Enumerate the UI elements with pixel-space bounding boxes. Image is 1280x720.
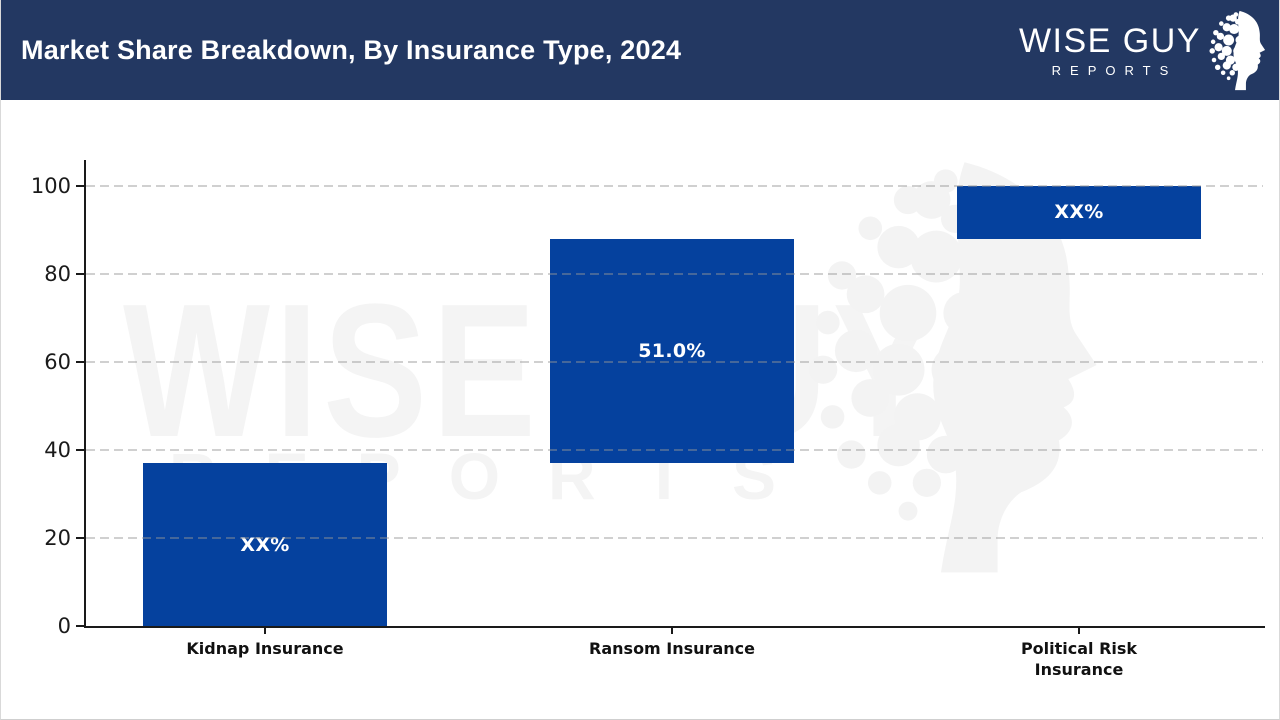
bar-political-risk-insurance: XX% bbox=[957, 186, 1201, 239]
bar-value-label: XX% bbox=[1054, 201, 1104, 224]
gridline bbox=[86, 537, 1263, 539]
bar-value-label: 51.0% bbox=[638, 339, 706, 362]
y-tick-label: 40 bbox=[44, 438, 71, 462]
gridline bbox=[86, 273, 1263, 275]
category-label-kidnap: Kidnap Insurance bbox=[186, 639, 344, 658]
logo-wordmark: WISE GUY bbox=[1018, 21, 1201, 60]
x-tick bbox=[671, 628, 673, 634]
y-axis-line bbox=[84, 160, 86, 628]
category-label-political-risk: Political Risk Insurance bbox=[1020, 639, 1138, 679]
bar-kidnap-insurance: XX% bbox=[143, 463, 387, 626]
bar-ransom-insurance: 51.0% bbox=[550, 238, 794, 464]
y-tick bbox=[76, 537, 84, 539]
logo-head-icon bbox=[1209, 10, 1266, 91]
x-axis-line bbox=[84, 626, 1265, 628]
y-tick bbox=[76, 361, 84, 363]
y-tick bbox=[76, 449, 84, 451]
y-tick bbox=[76, 273, 84, 275]
page-title: Market Share Breakdown, By Insurance Typ… bbox=[21, 34, 682, 65]
y-tick-label: 100 bbox=[30, 174, 71, 198]
y-tick bbox=[76, 185, 84, 187]
wise-guy-logo: WISE GUY REPORTS bbox=[1019, 9, 1267, 91]
logo-subtitle: REPORTS bbox=[1051, 62, 1178, 78]
gridline bbox=[86, 185, 1263, 187]
x-tick bbox=[1078, 628, 1080, 634]
y-tick-label: 60 bbox=[44, 350, 71, 374]
chart-area: XX% 51.0% XX% Kidnap Insurance Ransom In… bbox=[1, 100, 1279, 719]
gridline bbox=[86, 449, 1263, 451]
category-label-ransom: Ransom Insurance bbox=[589, 639, 755, 658]
gridline bbox=[86, 361, 1263, 363]
logo-text: WISE GUY REPORTS bbox=[1019, 24, 1201, 77]
y-tick-label: 80 bbox=[44, 262, 71, 286]
y-tick-label: 20 bbox=[44, 526, 71, 550]
header-bar: Market Share Breakdown, By Insurance Typ… bbox=[1, 0, 1279, 100]
bar-value-label: XX% bbox=[240, 533, 290, 556]
y-tick bbox=[76, 625, 84, 627]
y-tick-label: 0 bbox=[57, 614, 71, 638]
x-tick bbox=[264, 628, 266, 634]
